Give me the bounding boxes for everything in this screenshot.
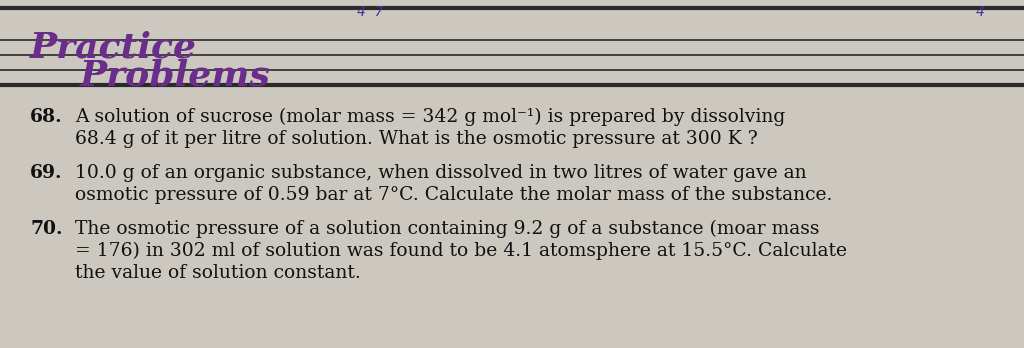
Text: 4: 4	[976, 5, 984, 19]
Text: Practice: Practice	[30, 31, 197, 65]
Text: 10.0 g of an organic substance, when dissolved in two litres of water gave an: 10.0 g of an organic substance, when dis…	[75, 164, 807, 182]
Text: The osmotic pressure of a solution containing 9.2 g of a substance (moar mass: The osmotic pressure of a solution conta…	[75, 220, 819, 238]
Text: Problems: Problems	[80, 58, 271, 92]
Text: osmotic pressure of 0.59 bar at 7°C. Calculate the molar mass of the substance.: osmotic pressure of 0.59 bar at 7°C. Cal…	[75, 186, 833, 204]
Text: 68.4 g of it per litre of solution. What is the osmotic pressure at 300 K ?: 68.4 g of it per litre of solution. What…	[75, 130, 758, 148]
Text: A solution of sucrose (molar mass = 342 g mol⁻¹) is prepared by dissolving: A solution of sucrose (molar mass = 342 …	[75, 108, 785, 126]
Text: 68.: 68.	[30, 108, 62, 126]
Text: 4  7: 4 7	[356, 5, 383, 19]
Text: the value of solution constant.: the value of solution constant.	[75, 264, 360, 282]
Text: 69.: 69.	[30, 164, 62, 182]
Text: 70.: 70.	[30, 220, 62, 238]
Text: = 176) in 302 ml of solution was found to be 4.1 atomsphere at 15.5°C. Calculate: = 176) in 302 ml of solution was found t…	[75, 242, 847, 260]
